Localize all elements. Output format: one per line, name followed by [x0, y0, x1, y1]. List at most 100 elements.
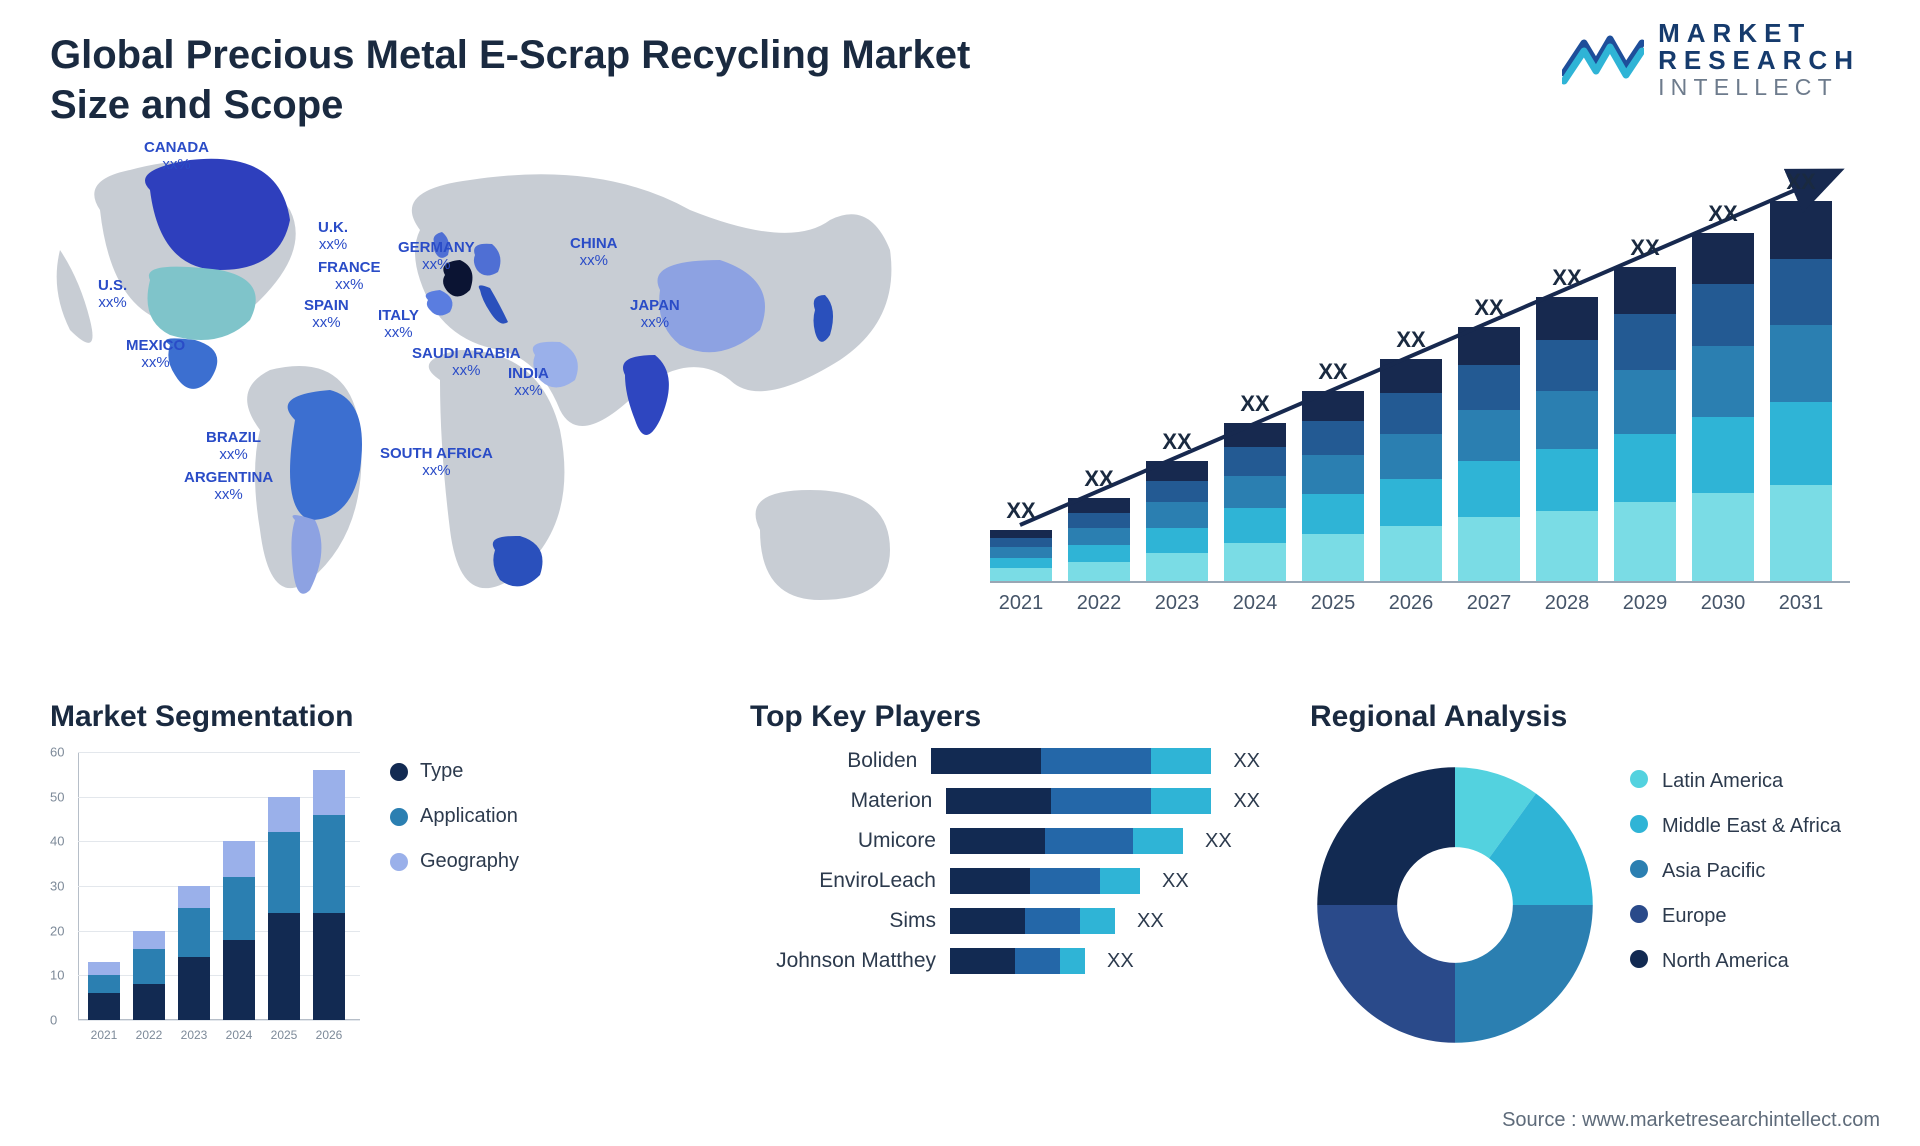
map-label: JAPANxx%	[630, 298, 680, 331]
map-label: SPAINxx%	[304, 298, 349, 331]
regional-legend-item: Asia Pacific	[1630, 860, 1841, 883]
keyplayer-value: XX	[1233, 790, 1260, 813]
keyplayer-row: Johnson Matthey XX	[750, 948, 1260, 974]
main-bar	[1770, 201, 1832, 581]
logo-swoosh-icon	[1562, 29, 1644, 89]
seg-bar	[313, 770, 345, 1020]
seg-xlabel: 2025	[268, 1028, 300, 1042]
seg-ytick: 40	[50, 834, 64, 849]
world-map-svg	[40, 150, 940, 690]
keyplayer-value: XX	[1233, 750, 1260, 773]
main-xlabel: 2022	[1068, 592, 1130, 615]
logo-line-2: RESEARCH	[1658, 47, 1860, 74]
main-xlabel: 2030	[1692, 592, 1754, 615]
map-label: U.S.xx%	[98, 278, 127, 311]
keyplayer-name: Johnson Matthey	[750, 949, 936, 973]
main-xlabel: 2021	[990, 592, 1052, 615]
keyplayer-name: EnviroLeach	[750, 869, 936, 893]
keyplayer-name: Materion	[750, 789, 932, 813]
main-xlabel: 2025	[1302, 592, 1364, 615]
map-label: MEXICOxx%	[126, 338, 185, 371]
main-bar	[1380, 359, 1442, 581]
keyplayer-value: XX	[1137, 910, 1164, 933]
seg-bar	[133, 931, 165, 1020]
donut-slice	[1455, 905, 1593, 1043]
map-label: ARGENTINAxx%	[184, 470, 273, 503]
main-bar	[1614, 267, 1676, 581]
keyplayer-row: Umicore XX	[750, 828, 1260, 854]
keyplayers-section: Top Key Players BolidenXXMaterionXXUmico…	[750, 700, 1260, 974]
seg-ytick: 10	[50, 968, 64, 983]
seg-bar	[178, 886, 210, 1020]
main-xlabel: 2024	[1224, 592, 1286, 615]
seg-bar	[88, 962, 120, 1020]
seg-ytick: 60	[50, 745, 64, 760]
map-label: CANADAxx%	[144, 140, 209, 173]
brand-logo: MARKET RESEARCH INTELLECT	[1562, 20, 1860, 99]
main-bar-chart: 2021 2022 2023 2024 2025 2026 2027 2028 2029 2030…	[990, 155, 1850, 615]
map-label: GERMANYxx%	[398, 240, 475, 273]
keyplayer-row: Sims XX	[750, 908, 1260, 934]
regional-donut-chart	[1310, 760, 1600, 1050]
seg-legend-item: Geography	[390, 850, 519, 873]
main-bar	[1458, 327, 1520, 581]
regional-section: Regional Analysis Latin AmericaMiddle Ea…	[1310, 700, 1870, 734]
map-label: INDIAxx%	[508, 366, 549, 399]
map-label: SAUDI ARABIAxx%	[412, 346, 521, 379]
donut-slice	[1317, 767, 1455, 905]
map-label: CHINAxx%	[570, 236, 618, 269]
seg-ytick: 50	[50, 789, 64, 804]
seg-ytick: 0	[50, 1013, 57, 1028]
keyplayer-row: EnviroLeach XX	[750, 868, 1260, 894]
keyplayer-name: Umicore	[750, 829, 936, 853]
map-india	[623, 355, 669, 435]
seg-xlabel: 2026	[313, 1028, 345, 1042]
seg-bar	[223, 841, 255, 1020]
main-bar	[990, 530, 1052, 581]
regional-legend-item: Europe	[1630, 905, 1841, 928]
main-xlabel: 2029	[1614, 592, 1676, 615]
logo-line-3: INTELLECT	[1658, 75, 1860, 99]
segmentation-section: Market Segmentation 01020304050602021202…	[50, 700, 570, 1042]
keyplayer-value: XX	[1162, 870, 1189, 893]
main-bar	[1302, 391, 1364, 581]
keyplayer-name: Sims	[750, 909, 936, 933]
seg-xlabel: 2023	[178, 1028, 210, 1042]
seg-bar	[268, 797, 300, 1020]
source-attribution: Source : www.marketresearchintellect.com	[1502, 1109, 1880, 1132]
seg-xlabel: 2024	[223, 1028, 255, 1042]
seg-xlabel: 2022	[133, 1028, 165, 1042]
main-bar	[1224, 423, 1286, 581]
regional-legend-item: Middle East & Africa	[1630, 815, 1841, 838]
segmentation-legend: TypeApplicationGeography	[390, 760, 519, 873]
main-xlabel: 2027	[1458, 592, 1520, 615]
main-bar	[1692, 233, 1754, 581]
main-xlabel: 2031	[1770, 592, 1832, 615]
map-label: BRAZILxx%	[206, 430, 261, 463]
seg-xlabel: 2021	[88, 1028, 120, 1042]
main-bar	[1146, 461, 1208, 581]
donut-slice	[1317, 905, 1455, 1043]
regional-legend-item: Latin America	[1630, 770, 1841, 793]
map-label: FRANCExx%	[318, 260, 381, 293]
main-bar	[1068, 498, 1130, 581]
world-map: CANADAxx%U.S.xx%MEXICOxx%BRAZILxx%ARGENT…	[40, 150, 940, 690]
keyplayer-value: XX	[1205, 830, 1232, 853]
logo-line-1: MARKET	[1658, 20, 1860, 47]
main-xlabel: 2028	[1536, 592, 1598, 615]
keyplayer-value: XX	[1107, 950, 1134, 973]
map-label: U.K.xx%	[318, 220, 348, 253]
main-xlabel: 2026	[1380, 592, 1442, 615]
main-bar	[1536, 297, 1598, 581]
keyplayer-row: Materion XX	[750, 788, 1260, 814]
main-xlabel: 2023	[1146, 592, 1208, 615]
map-usa	[148, 267, 256, 340]
seg-legend-item: Type	[390, 760, 519, 783]
seg-ytick: 20	[50, 923, 64, 938]
regional-title: Regional Analysis	[1310, 700, 1870, 734]
map-argentina	[291, 515, 321, 594]
page-title: Global Precious Metal E-Scrap Recycling …	[50, 30, 1050, 130]
segmentation-title: Market Segmentation	[50, 700, 570, 734]
keyplayers-title: Top Key Players	[750, 700, 1260, 734]
regional-legend: Latin America Middle East & Africa Asia Pa…	[1630, 770, 1841, 973]
